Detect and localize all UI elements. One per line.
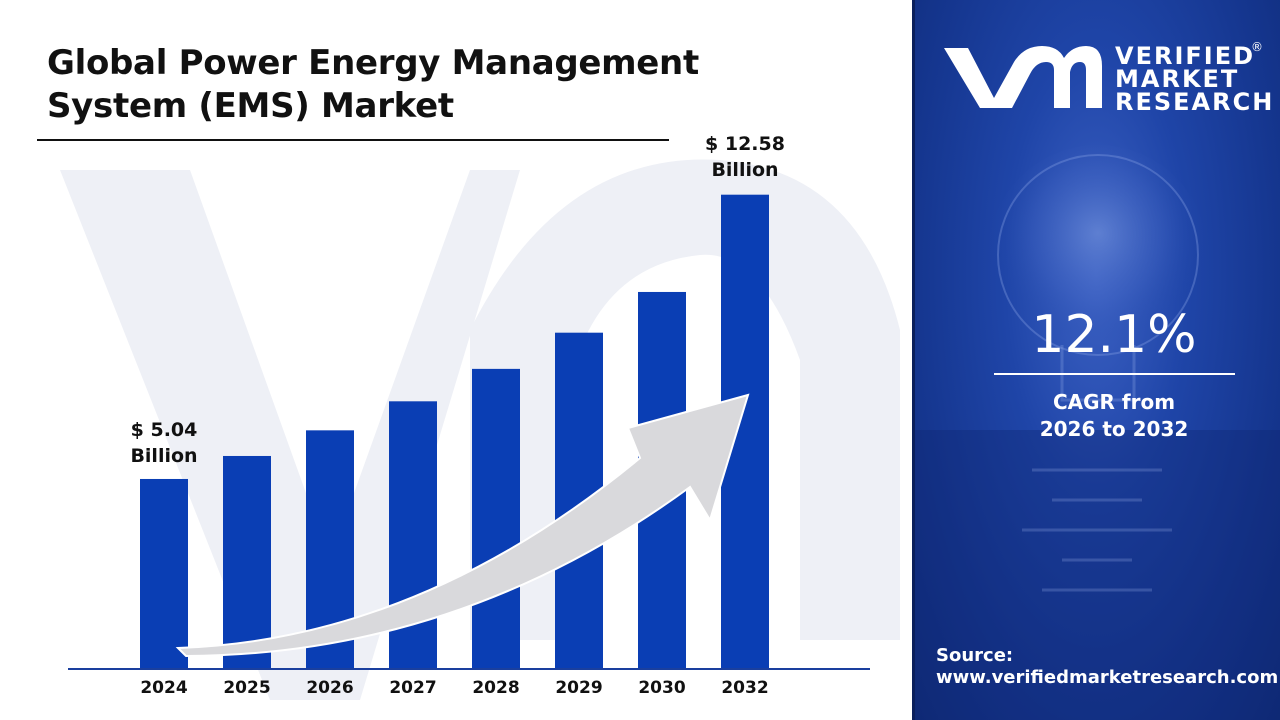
cagr-label: CAGR from 2026 to 2032 <box>994 389 1234 443</box>
x-tick-label: 2025 <box>223 678 270 698</box>
cagr-label-line1: CAGR from <box>1052 390 1176 414</box>
brand-line3: RESEARCH <box>1115 88 1275 116</box>
cagr-value: 12.1% <box>1031 305 1197 365</box>
cagr-label-line2: 2026 to 2032 <box>1039 417 1189 441</box>
chart-title-line2: System (EMS) Market <box>47 86 454 126</box>
panel-divider <box>912 0 915 720</box>
watermark-logo <box>60 159 900 700</box>
brand-line1: VERIFIED <box>1115 42 1256 70</box>
x-tick-label: 2032 <box>721 678 768 698</box>
x-tick-label: 2027 <box>389 678 436 698</box>
bar-2028 <box>472 368 520 669</box>
first-value-unit: Billion <box>130 444 198 467</box>
x-tick-label: 2026 <box>306 678 353 698</box>
source-label: Source: <box>936 645 1014 666</box>
bar-chart: 2024 2025 2026 2027 2028 2029 2030 2032 <box>68 194 870 698</box>
source-url[interactable]: www.verifiedmarketresearch.com <box>936 667 1279 688</box>
x-tick-label: 2028 <box>472 678 519 698</box>
trend-arrow-icon <box>175 393 750 658</box>
x-tick-label: 2029 <box>555 678 602 698</box>
cagr-divider <box>994 373 1235 375</box>
chart-title-line1: Global Power Energy Management <box>47 43 699 83</box>
vmr-logo-icon <box>944 46 1102 108</box>
x-tick-label: 2024 <box>140 678 187 698</box>
first-value-label: $ 5.04 Billion <box>94 417 234 469</box>
lightbulb-background-icon <box>912 145 1280 720</box>
chart-title: Global Power Energy Management System (E… <box>47 42 747 128</box>
brand-line2: MARKET <box>1115 65 1240 93</box>
title-underline <box>37 139 669 141</box>
bar-2024 <box>140 478 188 669</box>
x-tick-label: 2030 <box>638 678 685 698</box>
registered-mark: ® <box>1251 40 1263 54</box>
last-value-amount: $ 12.58 <box>705 132 785 155</box>
last-value-label: $ 12.58 Billion <box>675 131 815 183</box>
cagr-panel <box>912 0 1280 720</box>
bar-2025 <box>223 455 271 669</box>
last-value-unit: Billion <box>711 158 779 181</box>
first-value-amount: $ 5.04 <box>130 418 198 441</box>
